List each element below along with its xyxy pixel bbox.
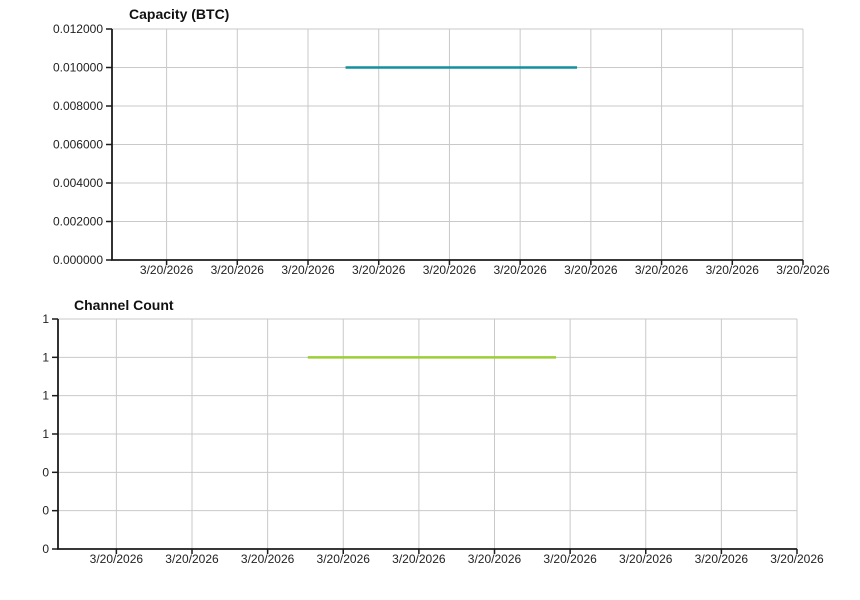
y-tick-label: 0.000000 bbox=[53, 253, 103, 267]
x-tick-label: 3/20/2026 bbox=[211, 263, 265, 277]
y-tick-label: 0.008000 bbox=[53, 99, 103, 113]
x-tick-label: 3/20/2026 bbox=[770, 552, 824, 566]
y-tick-label: 0.010000 bbox=[53, 61, 103, 75]
x-tick-label: 3/20/2026 bbox=[165, 552, 219, 566]
x-tick-label: 3/20/2026 bbox=[392, 552, 446, 566]
channel-count-chart-title: Channel Count bbox=[74, 297, 174, 313]
x-tick-label: 3/20/2026 bbox=[281, 263, 335, 277]
capacity-chart-title: Capacity (BTC) bbox=[129, 6, 230, 22]
y-tick-label: 0 bbox=[42, 542, 49, 556]
y-tick-label: 1 bbox=[42, 427, 49, 441]
x-tick-label: 3/20/2026 bbox=[140, 263, 194, 277]
x-tick-label: 3/20/2026 bbox=[543, 552, 597, 566]
y-tick-label: 0 bbox=[42, 504, 49, 518]
x-tick-label: 3/20/2026 bbox=[619, 552, 673, 566]
y-tick-label: 1 bbox=[42, 389, 49, 403]
y-tick-label: 0.004000 bbox=[53, 176, 103, 190]
x-tick-label: 3/20/2026 bbox=[468, 552, 522, 566]
x-tick-label: 3/20/2026 bbox=[695, 552, 749, 566]
capacity-chart: 0.012000 0.010000 0.008000 0.006000 0.004000… bbox=[53, 22, 830, 277]
y-tick-label: 0.006000 bbox=[53, 138, 103, 152]
y-tick-label: 0.012000 bbox=[53, 22, 103, 36]
y-tick-label: 0 bbox=[42, 465, 49, 479]
x-tick-label: 3/20/2026 bbox=[90, 552, 144, 566]
y-tick-label: 0.002000 bbox=[53, 215, 103, 229]
x-tick-label: 3/20/2026 bbox=[564, 263, 618, 277]
x-tick-label: 3/20/2026 bbox=[423, 263, 477, 277]
y-tick-label: 1 bbox=[42, 312, 49, 326]
channel-count-chart: 1 1 1 1 0 0 0 3/20/2026 3/20/2026 3/20/2026 3/20/2… bbox=[42, 312, 824, 566]
x-tick-label: 3/20/2026 bbox=[317, 552, 371, 566]
y-tick-label: 1 bbox=[42, 350, 49, 364]
x-tick-label: 3/20/2026 bbox=[493, 263, 547, 277]
x-tick-label: 3/20/2026 bbox=[352, 263, 406, 277]
x-tick-label: 3/20/2026 bbox=[706, 263, 760, 277]
x-tick-label: 3/20/2026 bbox=[635, 263, 689, 277]
x-tick-label: 3/20/2026 bbox=[241, 552, 295, 566]
x-tick-label: 3/20/2026 bbox=[776, 263, 830, 277]
